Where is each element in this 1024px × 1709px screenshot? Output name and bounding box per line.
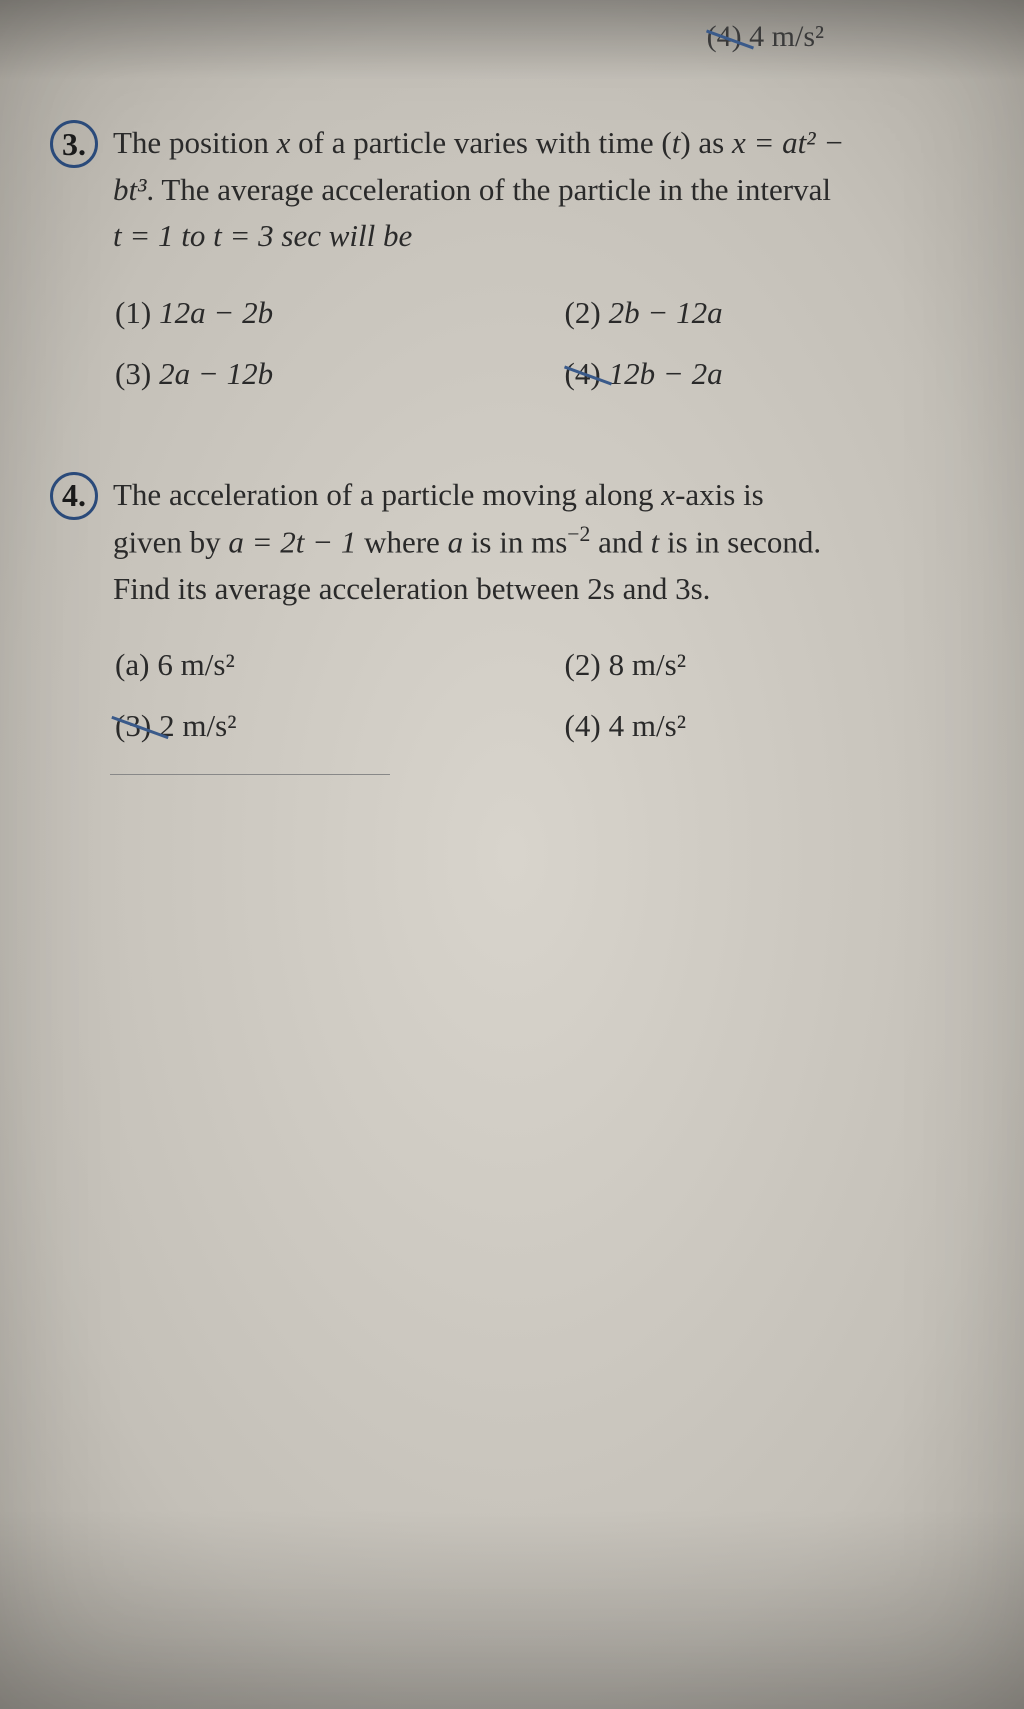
q4-var-t2: t [651,524,660,559]
q3-option-2: (2) 2b − 12a [565,295,975,331]
q4-text-2d: and [590,524,650,559]
q4-option-2: (2) 8 m/s² [565,647,975,683]
q3-eq1: x = at² − [732,125,844,160]
separator-line [110,774,390,775]
question-3-block: 3. The position x of a particle varies w… [50,120,974,392]
q4-option-4: (4) 4 m/s² [565,708,975,744]
q3-option-4: (4) 12b − 2a [565,356,975,392]
bottom-shadow [0,1509,1024,1709]
q3-text-1: The position [113,125,277,160]
question-3-number: 3. [50,120,98,168]
q4-opt4-label: (4) [565,708,601,744]
q4-var-x: x [661,477,675,512]
q3-opt4-text: 12b − 2a [609,356,723,392]
question-3-text: The position x of a particle varies with… [113,120,844,260]
q4-text-3: Find its average acceleration between 2s… [113,571,710,606]
q3-opt3-label: (3) [115,356,151,392]
question-3-header: 3. The position x of a particle varies w… [50,120,974,260]
q3-text-2a: . The average acceleration of the partic… [146,172,831,207]
q4-opt2-text: 8 m/s² [609,647,686,683]
q3-eq2: bt³ [113,172,146,207]
question-4-block: 4. The acceleration of a particle moving… [50,472,974,776]
q4-text-2e: is in second. [659,524,821,559]
q3-opt2-text: 2b − 12a [609,295,723,331]
q4-var-a: a [448,524,464,559]
page-container: (4) 4 m/s² 3. The position x of a partic… [0,0,1024,1709]
question-3-options: (1) 12a − 2b (2) 2b − 12a (3) 2a − 12b (… [115,295,974,392]
question-4-number: 4. [50,472,98,520]
q4-opta-text: 6 m/s² [157,647,234,683]
q4-opt4-text: 4 m/s² [609,708,686,744]
q4-text-1b: -axis is [675,477,764,512]
q4-option-a: (a) 6 m/s² [115,647,525,683]
q4-text-2b: where [356,524,447,559]
q3-text-1c: ) as [680,125,732,160]
q4-text-2a: given by [113,524,228,559]
q3-option-1: (1) 12a − 2b [115,295,525,331]
q4-option-3: (3) 2 m/s² [115,708,525,744]
q4-opta-label: (a) [115,647,149,683]
q3-opt1-label: (1) [115,295,151,331]
q4-text-2c: is in ms [463,524,567,559]
q3-text-1b: of a particle varies with time ( [290,125,671,160]
question-4-options: (a) 6 m/s² (2) 8 m/s² (3) 2 m/s² (4) 4 m… [115,647,974,744]
q4-exp-neg2: −2 [567,522,590,546]
q4-opt3-text: 2 m/s² [159,708,236,744]
top-fragment-text: (4) 4 m/s² [707,20,824,54]
q3-var-x: x [277,125,291,160]
q4-eq: a = 2t − 1 [228,524,356,559]
top-shadow [0,0,1024,80]
q3-opt3-text: 2a − 12b [159,356,273,392]
question-4-header: 4. The acceleration of a particle moving… [50,472,974,613]
q3-option-3: (3) 2a − 12b [115,356,525,392]
q3-text-3: t = 1 to t = 3 sec will be [113,218,412,253]
question-4-text: The acceleration of a particle moving al… [113,472,821,613]
q4-opt2-label: (2) [565,647,601,683]
q3-opt2-label: (2) [565,295,601,331]
q4-text-1: The acceleration of a particle moving al… [113,477,661,512]
q3-opt1-text: 12a − 2b [159,295,273,331]
